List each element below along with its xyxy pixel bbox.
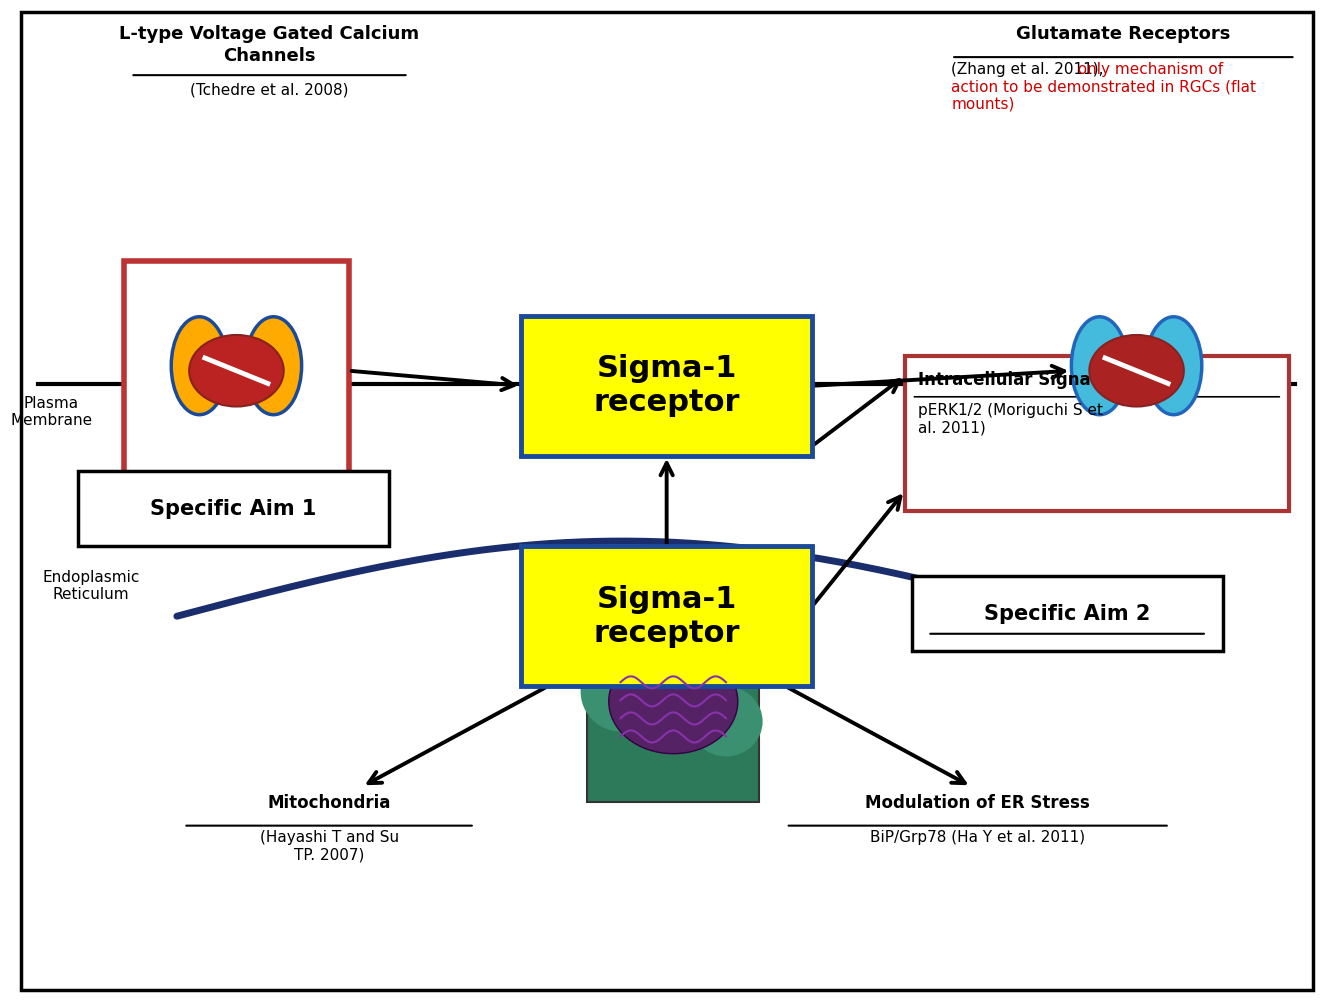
Ellipse shape	[171, 317, 227, 415]
Text: Sigma-1
receptor: Sigma-1 receptor	[593, 585, 740, 647]
Bar	[587, 621, 759, 802]
FancyBboxPatch shape	[78, 471, 388, 546]
Text: Plasma
Membrane: Plasma Membrane	[11, 396, 92, 428]
Circle shape	[189, 335, 284, 407]
FancyBboxPatch shape	[904, 356, 1288, 511]
Text: (Tchedre et al. 2008): (Tchedre et al. 2008)	[190, 82, 349, 97]
Text: (Zhang et al. 2011),: (Zhang et al. 2011),	[951, 62, 1109, 77]
Text: pERK1/2 (Moriguchi S et
al. 2011): pERK1/2 (Moriguchi S et al. 2011)	[918, 403, 1103, 435]
Circle shape	[1089, 335, 1184, 407]
Text: (Hayashi T and Su
TP. 2007): (Hayashi T and Su TP. 2007)	[260, 830, 399, 862]
Text: Specific Aim 1: Specific Aim 1	[150, 499, 316, 518]
Text: Endoplasmic
Reticulum: Endoplasmic Reticulum	[41, 570, 139, 602]
Text: L-type Voltage Gated Calcium
Channels: L-type Voltage Gated Calcium Channels	[119, 25, 420, 65]
Ellipse shape	[245, 317, 301, 415]
Text: Intracellular Signaling: Intracellular Signaling	[918, 371, 1125, 389]
Text: BiP/Grp78 (Ha Y et al. 2011): BiP/Grp78 (Ha Y et al. 2011)	[870, 830, 1085, 845]
Ellipse shape	[1145, 317, 1202, 415]
Text: Specific Aim 2: Specific Aim 2	[983, 604, 1151, 623]
Text: Sigma-1
receptor: Sigma-1 receptor	[593, 355, 740, 417]
Ellipse shape	[609, 649, 737, 754]
Text: only mechanism of
action to be demonstrated in RGCs (flat
mounts): only mechanism of action to be demonstra…	[951, 62, 1256, 112]
FancyBboxPatch shape	[520, 546, 812, 686]
FancyBboxPatch shape	[911, 576, 1223, 651]
Ellipse shape	[1072, 317, 1128, 415]
FancyBboxPatch shape	[124, 261, 349, 481]
Ellipse shape	[690, 686, 763, 757]
Text: Modulation of ER Stress: Modulation of ER Stress	[866, 794, 1090, 812]
Ellipse shape	[581, 651, 660, 731]
Text: Glutamate Receptors: Glutamate Receptors	[1016, 25, 1231, 43]
Text: Mitochondria: Mitochondria	[268, 794, 391, 812]
FancyBboxPatch shape	[520, 316, 812, 456]
